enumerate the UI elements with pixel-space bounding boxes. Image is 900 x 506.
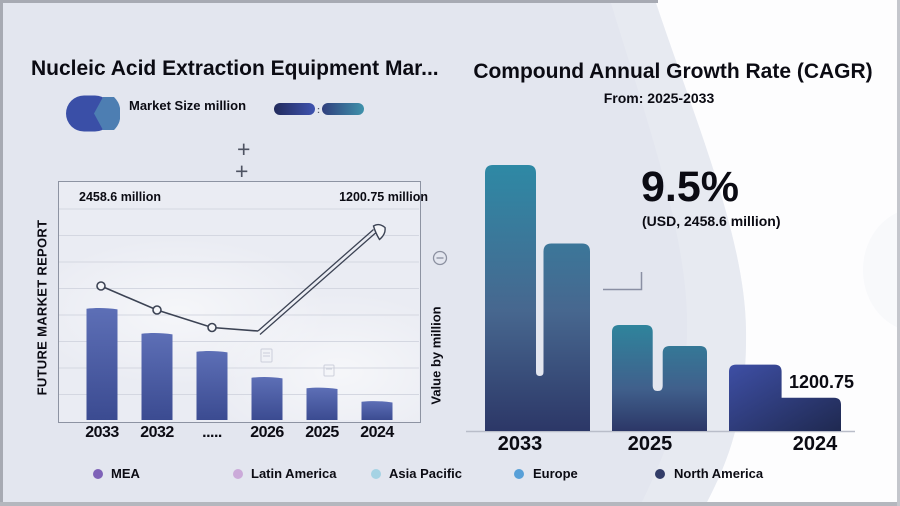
svg-text::: : — [317, 105, 320, 115]
